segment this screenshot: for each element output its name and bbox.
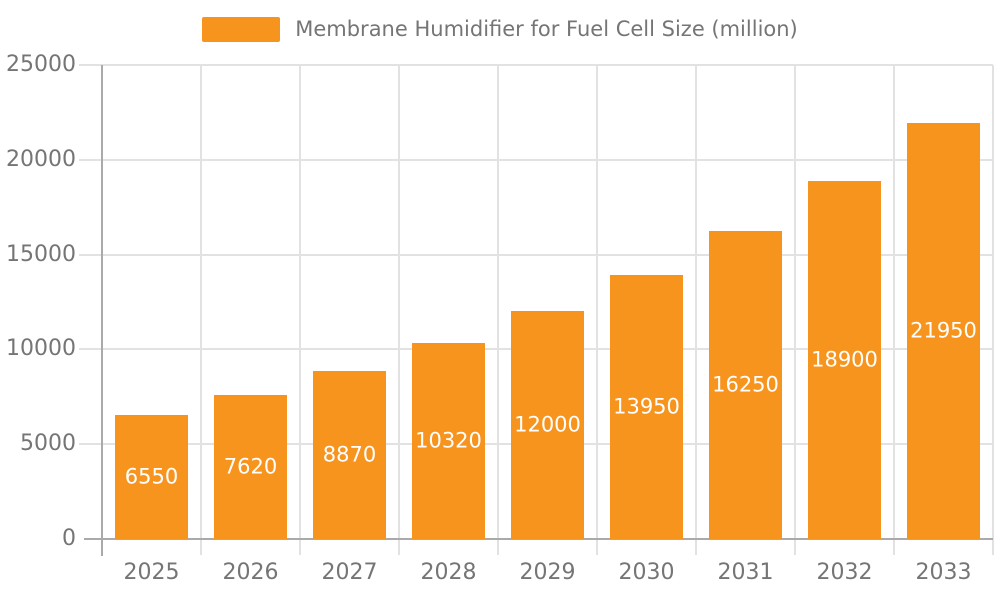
v-gridline <box>200 65 202 555</box>
y-axis-line <box>101 65 103 556</box>
y-axis-tick-label: 25000 <box>6 52 76 77</box>
h-gridline <box>79 64 993 66</box>
v-gridline <box>992 65 994 555</box>
bar-2025[interactable] <box>115 414 188 539</box>
v-gridline <box>893 65 895 555</box>
y-axis-tick-label: 10000 <box>6 336 76 362</box>
y-axis-tick-label: 15000 <box>6 241 76 267</box>
x-axis-tick-label: 2029 <box>519 560 576 585</box>
bar-2030[interactable] <box>610 274 683 539</box>
bar-2029[interactable] <box>511 311 584 539</box>
x-axis-tick-label: 2027 <box>321 560 378 585</box>
legend-item[interactable]: Membrane Humidifier for Fuel Cell Size (… <box>0 17 1000 43</box>
v-gridline <box>695 65 697 555</box>
bar-2026[interactable] <box>214 394 287 539</box>
x-axis-tick-label: 2028 <box>420 560 477 585</box>
legend-swatch <box>202 17 281 43</box>
h-gridline <box>79 253 993 256</box>
v-gridline <box>398 65 400 555</box>
y-axis-tick-label: 20000 <box>6 146 76 172</box>
bar-2033[interactable] <box>907 122 980 539</box>
v-gridline <box>299 65 301 555</box>
bar-2028[interactable] <box>412 343 485 539</box>
legend-label: Membrane Humidifier for Fuel Cell Size (… <box>295 17 798 41</box>
x-axis-tick-label: 2031 <box>717 560 774 585</box>
x-axis-line <box>84 538 993 540</box>
y-axis-tick-label: 0 <box>62 526 76 551</box>
x-axis-tick-label: 2033 <box>915 560 972 585</box>
bar-2031[interactable] <box>709 230 782 539</box>
v-gridline <box>497 65 499 555</box>
v-gridline <box>794 65 796 555</box>
y-axis-tick-label: 5000 <box>20 431 76 457</box>
x-axis-tick-label: 2026 <box>222 560 279 585</box>
x-axis-tick-label: 2032 <box>816 560 873 585</box>
h-gridline <box>79 158 993 161</box>
bar-2027[interactable] <box>313 370 386 539</box>
x-axis-tick-label: 2025 <box>123 560 180 585</box>
plot-area: 0 5000 10000 15000 20000 25000 6550 2025 7620 202… <box>6 54 994 584</box>
bar-2032[interactable] <box>808 180 881 539</box>
v-gridline <box>596 65 598 555</box>
x-axis-tick-label: 2030 <box>618 560 675 585</box>
